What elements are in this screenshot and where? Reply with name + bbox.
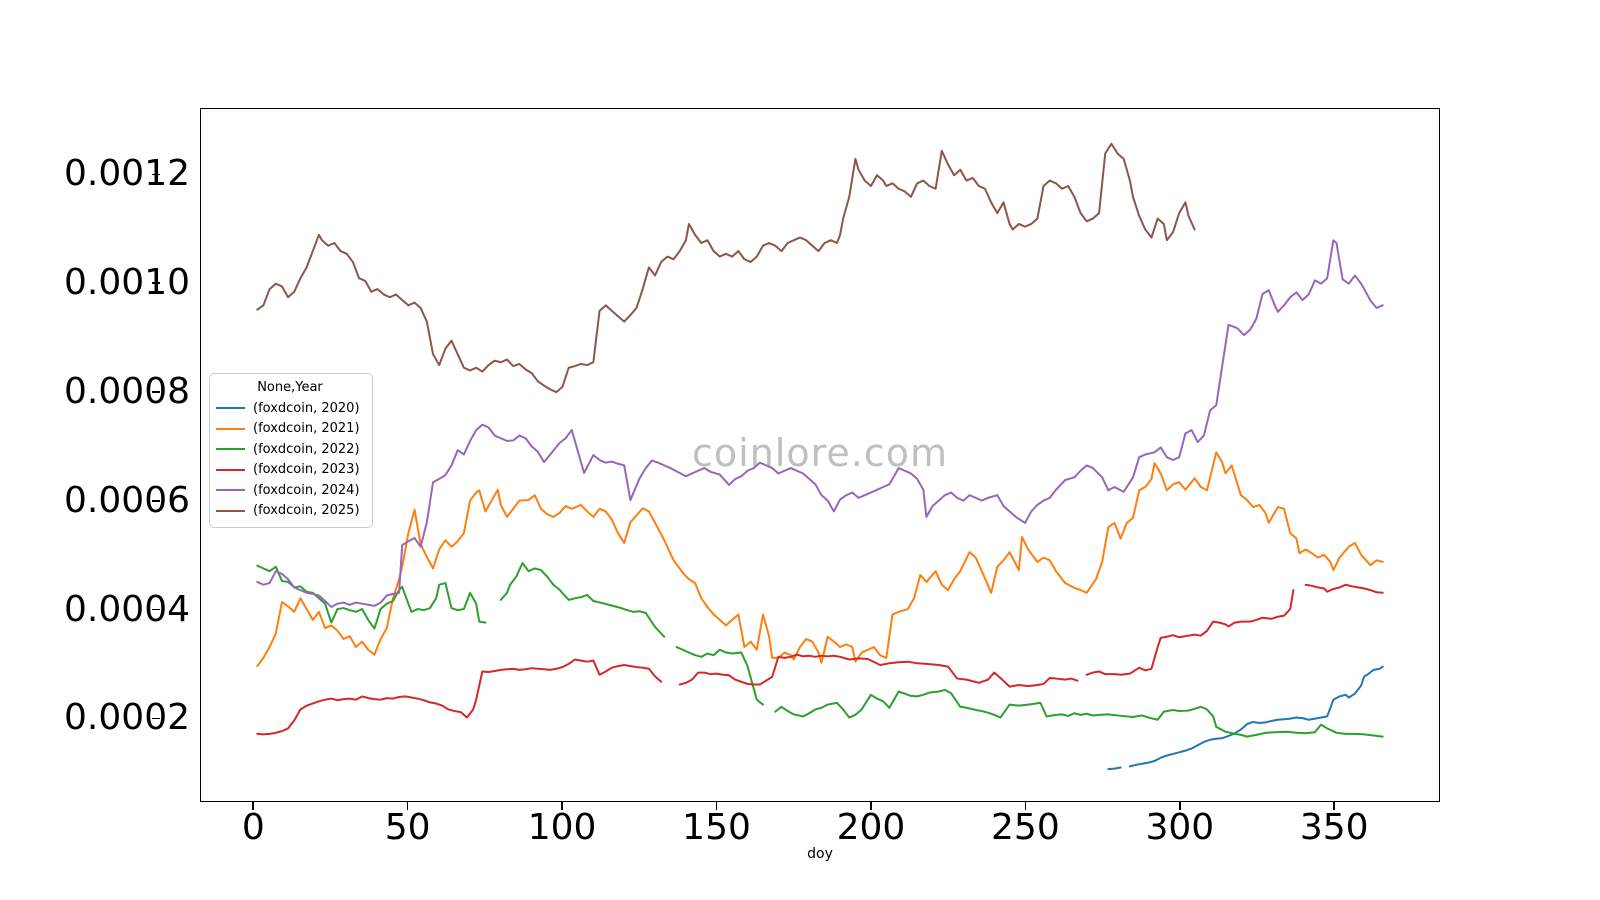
legend-item: (foxdcoin, 2025) [216, 501, 364, 522]
legend-item: (foxdcoin, 2023) [216, 460, 364, 481]
x-tick-mark [870, 802, 872, 810]
x-tick-label: 350 [1299, 807, 1369, 848]
y-tick-mark [152, 282, 160, 284]
y-tick-mark [152, 391, 160, 393]
legend-label: (foxdcoin, 2020) [253, 400, 360, 416]
y-tick-label: 0.0002 [64, 697, 190, 739]
y-tick-label: 0.0008 [64, 370, 190, 412]
legend: None,Year (foxdcoin, 2020) (foxdcoin, 202… [209, 373, 373, 528]
legend-line-swatch [216, 468, 245, 471]
y-tick-mark [152, 608, 160, 611]
x-tick-label: 50 [384, 807, 431, 848]
legend-item: (foxdcoin, 2022) [216, 439, 364, 460]
series-line-3 [256, 561, 1384, 738]
series-line-4 [256, 583, 1384, 736]
x-tick-mark [1024, 802, 1027, 810]
x-axis-label: doy [807, 846, 833, 862]
legend-line-swatch [216, 509, 245, 512]
x-tick-mark [715, 802, 718, 810]
y-tick-mark [152, 173, 160, 176]
legend-line-swatch [216, 407, 245, 410]
legend-title: None,Year [257, 380, 323, 395]
series-line-1 [1107, 665, 1384, 771]
x-tick-label: 150 [682, 807, 751, 848]
y-tick-label: 0.0010 [64, 262, 190, 304]
legend-line-swatch [216, 448, 245, 451]
x-tick-label: 250 [991, 807, 1060, 848]
legend-label: (foxdcoin, 2022) [253, 441, 360, 457]
x-tick-mark [252, 802, 255, 810]
legend-label: (foxdcoin, 2021) [253, 421, 360, 437]
x-tick-label: 300 [1145, 807, 1215, 848]
legend-line-swatch [216, 427, 245, 430]
plot-area: coinlore.com None,Year (foxdcoin, 2020)(… [200, 108, 1440, 802]
legend-items: (foxdcoin, 2020) (foxdcoin, 2021) (foxdcoi… [216, 398, 364, 521]
legend-label: (foxdcoin, 2023) [253, 462, 360, 478]
legend-item: (foxdcoin, 2021) [216, 419, 364, 440]
legend-item: (foxdcoin, 2024) [216, 480, 364, 501]
series-line-6 [256, 142, 1196, 394]
y-tick-label: 0.0004 [64, 588, 190, 630]
line-chart [256, 142, 1384, 771]
x-tick-mark [1333, 802, 1335, 810]
series-line-2 [256, 451, 1384, 668]
y-tick-mark [152, 717, 160, 720]
x-tick-mark [406, 802, 409, 810]
series-line-5 [256, 239, 1384, 608]
y-tick-mark [152, 499, 160, 502]
x-tick-mark [561, 802, 563, 810]
legend-line-swatch [216, 489, 245, 492]
y-tick-label: 0.0012 [64, 153, 190, 195]
y-tick-label: 0.0006 [64, 479, 190, 521]
legend-label: (foxdcoin, 2025) [253, 503, 360, 519]
legend-label: (foxdcoin, 2024) [253, 482, 360, 498]
x-tick-mark [1179, 802, 1181, 810]
x-tick-label: 0 [241, 807, 265, 848]
x-tick-label: 100 [527, 807, 597, 848]
legend-item: (foxdcoin, 2020) [216, 398, 364, 419]
x-tick-label: 200 [836, 807, 906, 848]
